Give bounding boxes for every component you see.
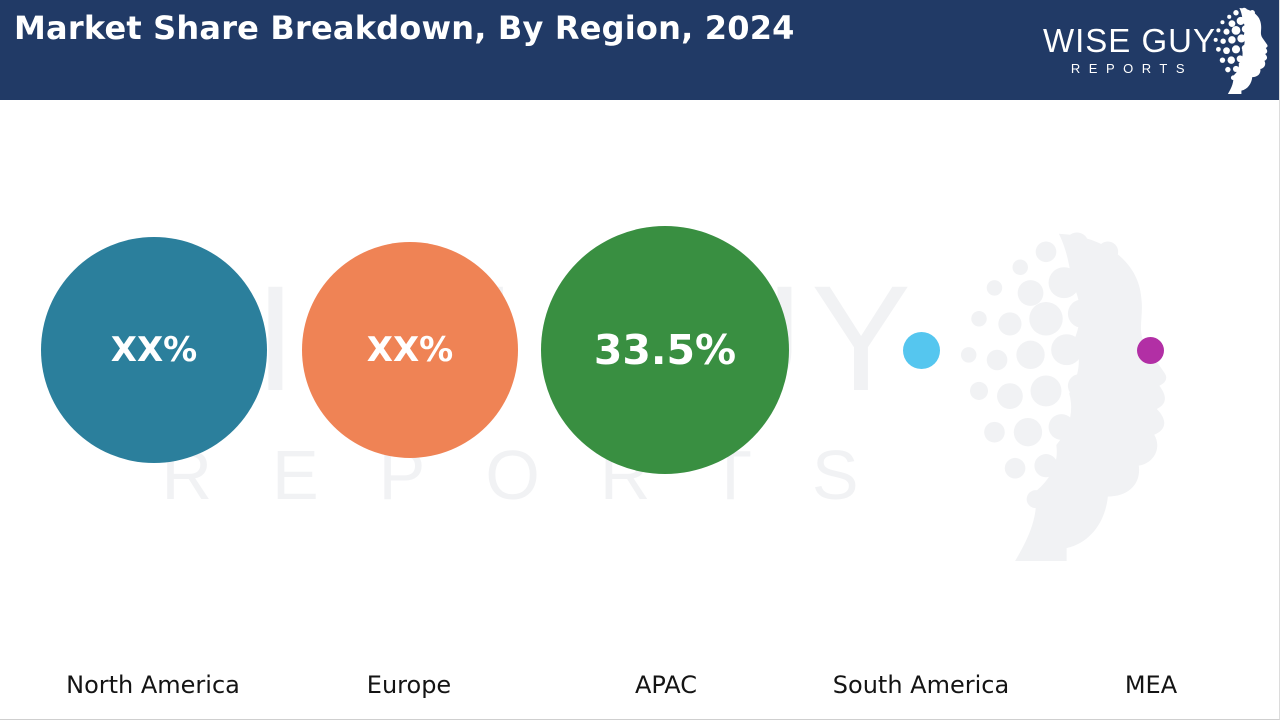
bubble-value-label: XX%: [366, 330, 454, 370]
category-label-north-america: North America: [66, 671, 240, 699]
bubble-value-label: 33.5%: [593, 326, 737, 374]
bubble-mea: [1137, 337, 1164, 364]
category-label-south-america: South America: [832, 671, 1010, 699]
category-label-europe: Europe: [366, 671, 452, 699]
bubble-north-america: XX%: [41, 237, 267, 463]
category-label-mea: MEA: [1124, 671, 1178, 699]
brand-name: WISE GUY: [1042, 22, 1216, 59]
page-title: Market Share Breakdown, By Region, 2024: [14, 9, 795, 47]
header-bar: Market Share Breakdown, By Region, 2024 …: [0, 0, 1279, 100]
brand-subtitle: REPORTS: [1070, 61, 1194, 76]
bubble-south-america: [903, 332, 940, 369]
brand-logo-text: WISE GUY REPORTS: [1043, 24, 1216, 76]
category-label-apac: APAC: [634, 671, 698, 699]
watermark-brand-subtitle: REPORTS: [161, 436, 919, 514]
bubble-value-label: XX%: [110, 330, 198, 370]
watermark-head-icon: [960, 232, 1167, 561]
bubble-apac: 33.5%: [541, 226, 789, 474]
brand-logo: WISE GUY REPORTS: [1043, 5, 1270, 95]
bubble-europe: XX%: [302, 242, 518, 458]
